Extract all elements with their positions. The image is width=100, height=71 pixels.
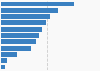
Bar [1,8,58,13]
Bar [1,14,50,19]
Bar [1,58,7,63]
Bar [1,20,46,25]
Bar [1,27,42,32]
Bar [1,39,36,44]
Bar [1,52,17,57]
Bar [1,33,40,38]
Bar [1,46,32,51]
Bar [1,65,5,70]
Bar [1,1,74,6]
